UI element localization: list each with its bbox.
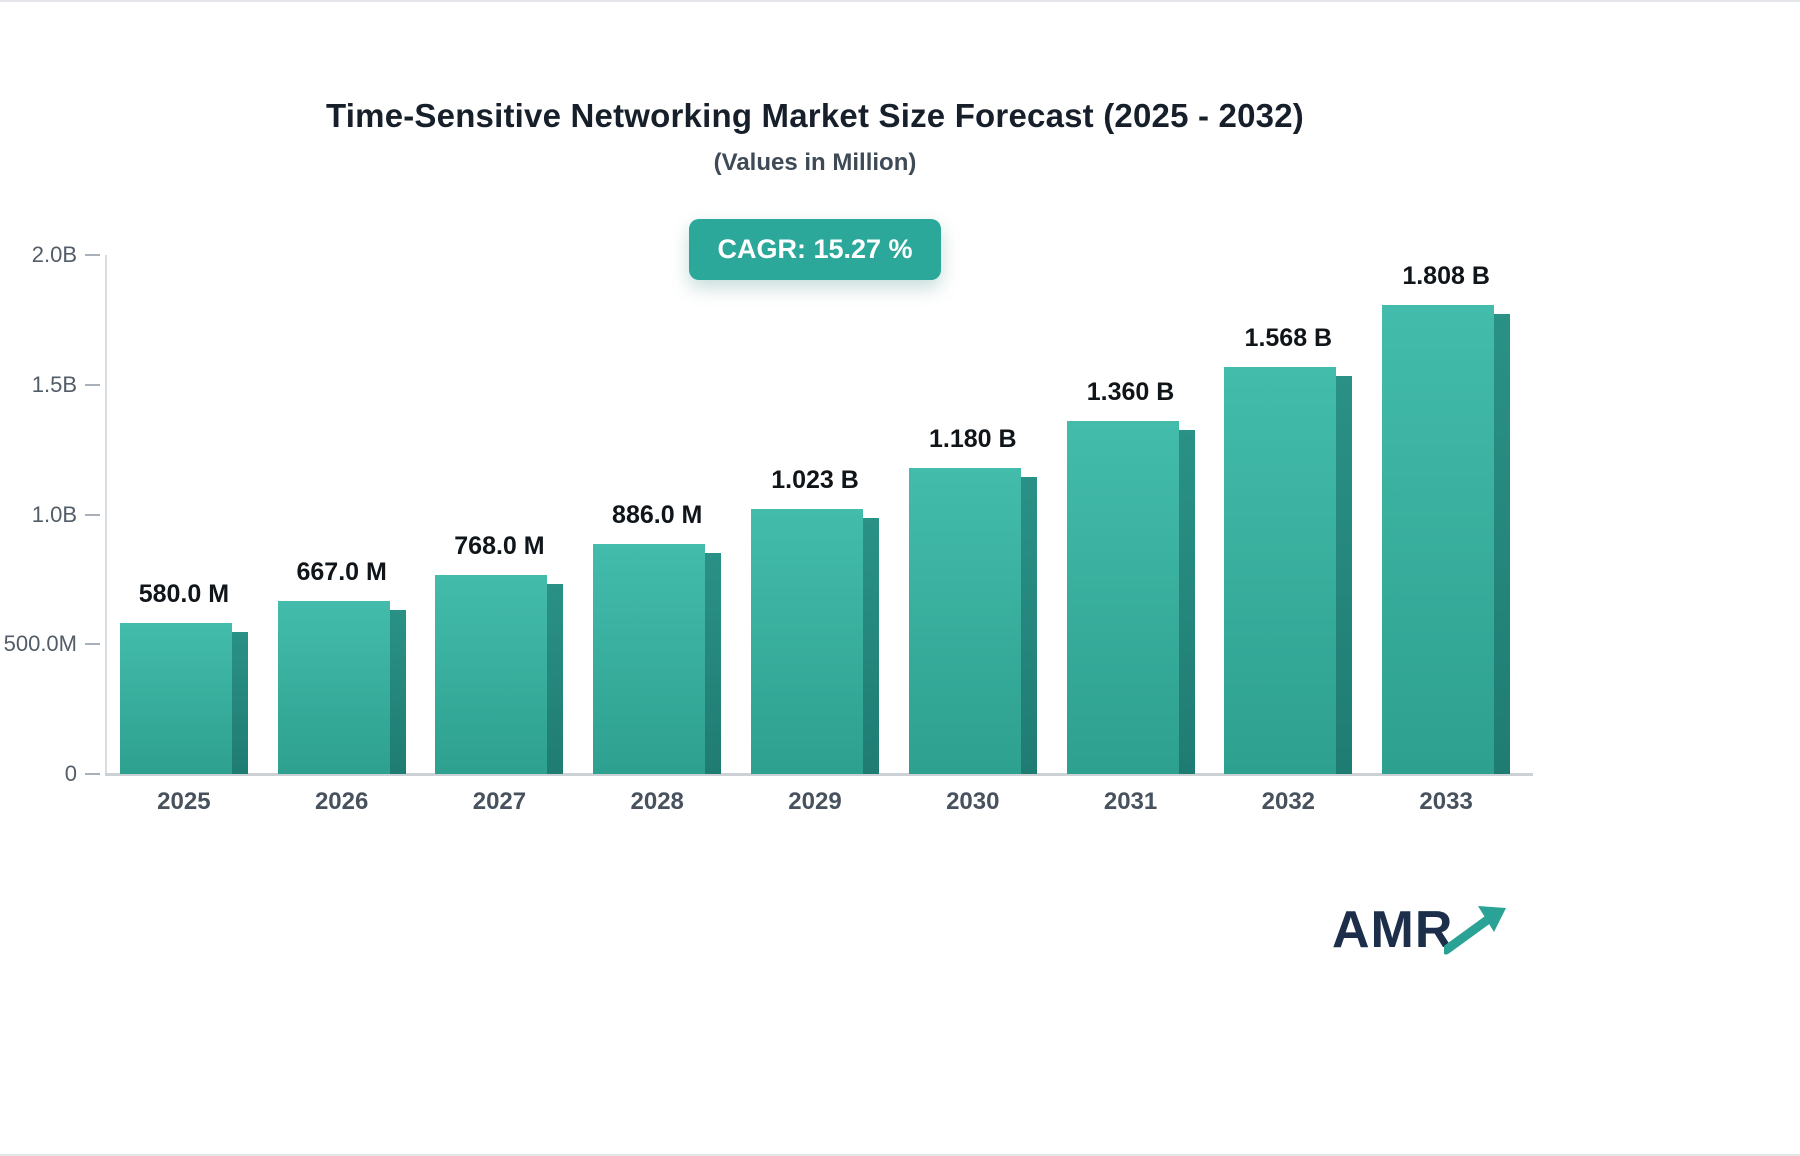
bar <box>120 623 232 774</box>
bar-side-face <box>1021 477 1037 774</box>
amr-logo-text: AMR <box>1332 901 1454 959</box>
y-axis-line <box>105 255 107 774</box>
y-tick-label: 2.0B <box>31 242 77 267</box>
y-tick-mark <box>85 513 100 516</box>
bar <box>435 575 547 774</box>
y-tick-mark <box>85 383 100 386</box>
x-axis-label: 2029 <box>788 788 842 815</box>
bar-value-label: 1.360 B <box>1086 378 1175 406</box>
x-axis-label: 2030 <box>946 788 1000 815</box>
bar-side-face <box>863 518 879 774</box>
bar <box>751 509 863 774</box>
bar-side-face <box>1494 314 1510 774</box>
x-axis-label: 2033 <box>1419 788 1473 815</box>
bar-side-face <box>547 584 563 774</box>
y-tick-label: 1.0B <box>31 501 77 527</box>
bar <box>909 468 1021 774</box>
bar <box>1224 367 1336 774</box>
amr-logo-arrow-icon <box>1444 906 1506 955</box>
x-axis-label: 2027 <box>472 788 527 815</box>
bar <box>1067 421 1179 774</box>
bar-value-label: 768.0 M <box>454 532 545 560</box>
bar-side-face <box>232 632 248 774</box>
bar-value-label: 580.0 M <box>138 580 230 608</box>
bar-value-label: 1.023 B <box>771 466 859 494</box>
bar-value-label: 1.808 B <box>1402 262 1490 290</box>
y-tick-mark <box>85 254 100 256</box>
bar-value-label: 1.568 B <box>1244 324 1333 352</box>
bar-value-label: 667.0 M <box>296 558 387 586</box>
y-tick-mark <box>85 643 100 646</box>
y-tick-label: 1.5B <box>31 371 77 397</box>
y-tick-mark <box>85 773 100 775</box>
bar-side-face <box>1179 430 1195 774</box>
bar-side-face <box>390 610 406 774</box>
plot-area: 0 500.0M 1.0B 1.5B 2.0B 580.0 M 2025 667.0 M 202… <box>4 242 1533 815</box>
x-axis-label: 2028 <box>630 788 684 815</box>
chart-subtitle: (Values in Million) <box>713 149 917 176</box>
bar-side-face <box>1336 376 1352 774</box>
bar <box>278 601 390 774</box>
x-axis-baseline <box>105 773 1533 776</box>
y-tick-label: 500.0M <box>3 631 77 657</box>
x-axis-label: 2026 <box>314 788 369 815</box>
y-tick-label: 0 <box>64 761 77 786</box>
cagr-badge: CAGR: 15.27 % <box>689 219 941 280</box>
bar-value-label: 1.180 B <box>928 425 1017 453</box>
bar-side-face <box>705 553 721 774</box>
x-axis-label: 2031 <box>1103 788 1158 815</box>
chart-header: Time-Sensitive Networking Market Size Fo… <box>0 2 1630 280</box>
bar <box>593 544 705 774</box>
chart-title: Time-Sensitive Networking Market Size Fo… <box>326 97 1304 134</box>
amr-logo: AMR <box>1332 900 1506 970</box>
bar-value-label: 886.0 M <box>612 501 703 529</box>
bar <box>1382 305 1494 774</box>
x-axis-label: 2032 <box>1261 788 1316 815</box>
x-axis-label: 2025 <box>157 788 211 815</box>
